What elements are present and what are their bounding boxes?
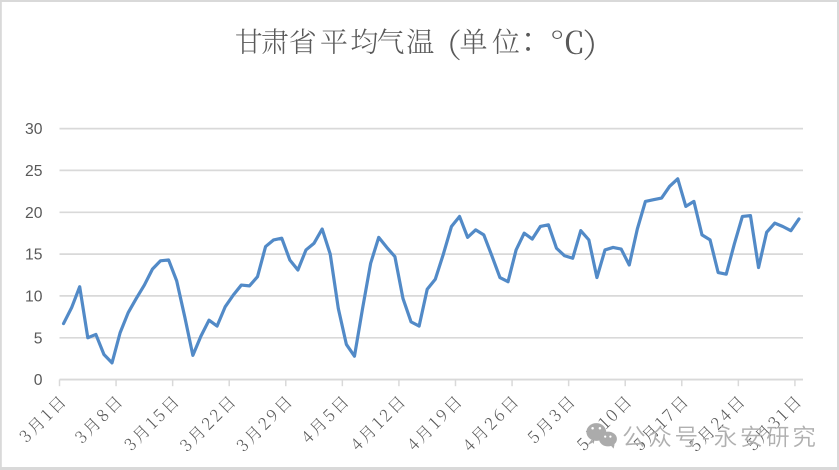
svg-text:5: 5 — [34, 330, 43, 347]
svg-text:25: 25 — [25, 163, 43, 180]
svg-text:0: 0 — [34, 372, 43, 389]
svg-text:10: 10 — [25, 289, 43, 306]
svg-text:30: 30 — [25, 121, 43, 138]
svg-text:15: 15 — [25, 247, 43, 264]
svg-text:20: 20 — [25, 205, 43, 222]
